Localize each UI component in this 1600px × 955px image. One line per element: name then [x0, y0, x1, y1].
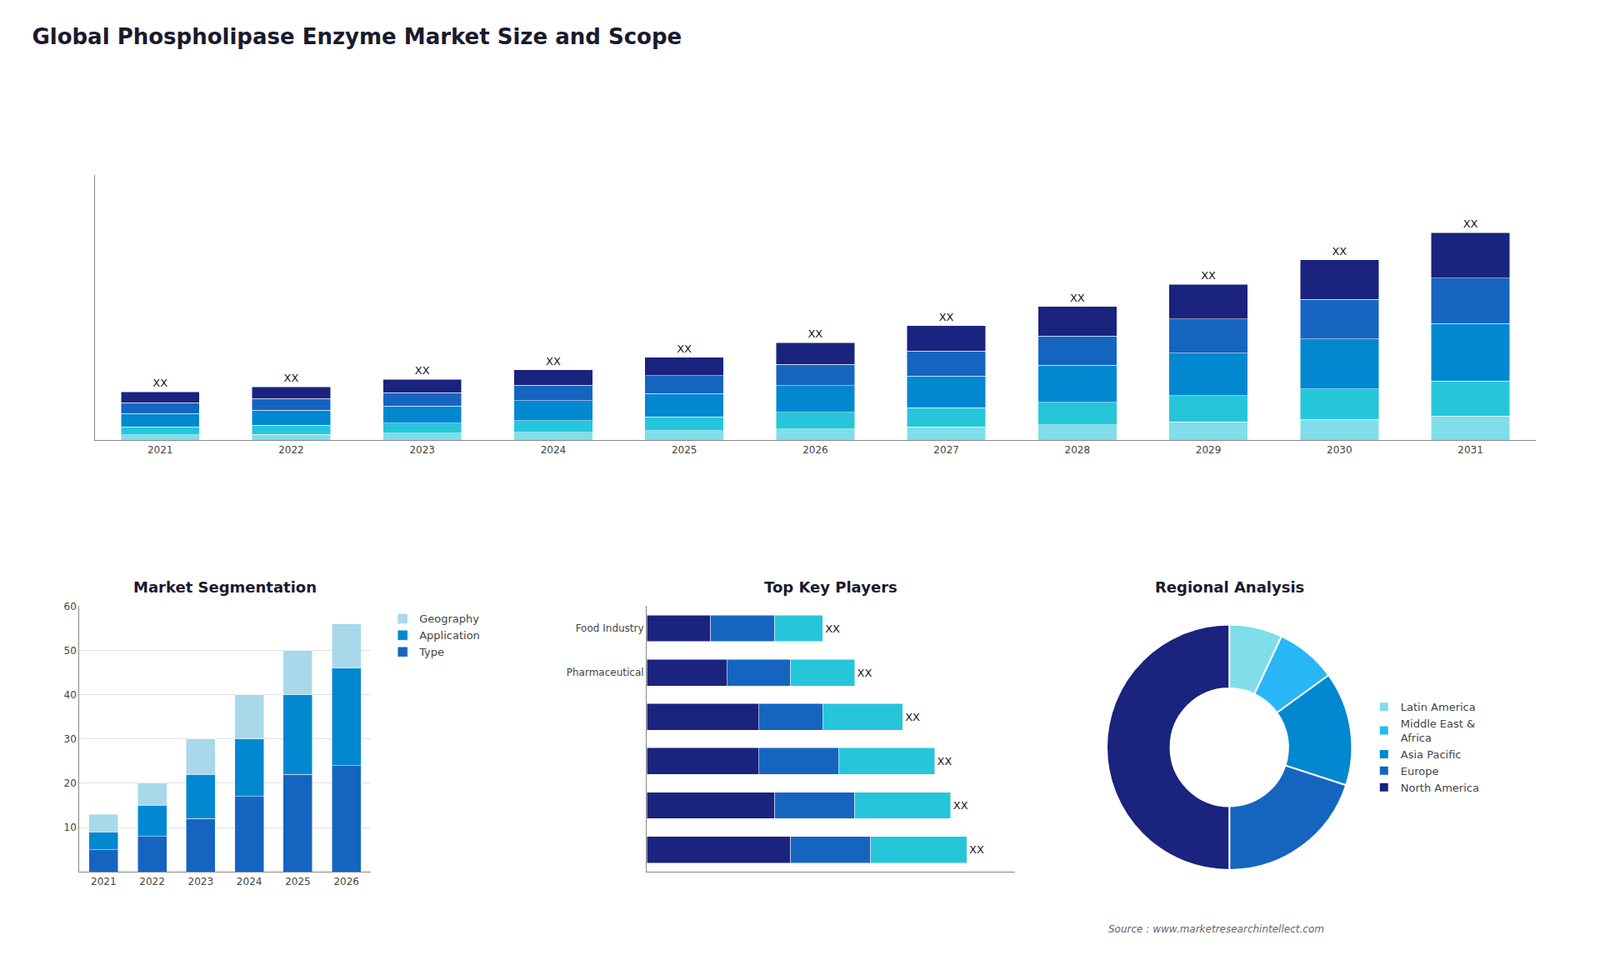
svg-text:Asia Pacific: Asia Pacific	[1400, 748, 1462, 761]
svg-text:2023: 2023	[188, 875, 215, 888]
svg-text:Europe: Europe	[1400, 765, 1440, 778]
svg-text:Top Key Players: Top Key Players	[764, 578, 898, 596]
svg-text:2026: 2026	[802, 444, 829, 456]
svg-text:XX: XX	[905, 710, 920, 724]
svg-text:Type: Type	[418, 645, 445, 659]
svg-text:Market Segmentation: Market Segmentation	[133, 578, 317, 596]
svg-text:XX: XX	[545, 355, 561, 368]
svg-text:2021: 2021	[147, 444, 174, 456]
svg-text:North America: North America	[1400, 781, 1480, 795]
svg-text:XX: XX	[1463, 217, 1479, 230]
svg-text:30: 30	[64, 733, 77, 745]
svg-text:2023: 2023	[409, 444, 435, 456]
svg-text:2029: 2029	[1195, 444, 1222, 456]
svg-text:XX: XX	[1331, 245, 1347, 258]
svg-text:Regional Analysis: Regional Analysis	[1155, 578, 1305, 596]
svg-text:XX: XX	[953, 799, 969, 812]
svg-text:40: 40	[64, 689, 77, 701]
svg-text:2027: 2027	[933, 444, 960, 456]
svg-text:XX: XX	[857, 666, 873, 680]
svg-text:XX: XX	[937, 755, 953, 768]
svg-text:2028: 2028	[1065, 444, 1091, 456]
svg-text:Pharmaceutical: Pharmaceutical	[566, 666, 645, 679]
svg-text:XX: XX	[676, 342, 692, 355]
svg-text:2024: 2024	[540, 444, 567, 456]
svg-text:XX: XX	[825, 622, 840, 635]
svg-text:Source : www.marketresearchint: Source : www.marketresearchintellect.com	[1108, 923, 1325, 935]
svg-text:XX: XX	[284, 371, 300, 385]
svg-text:XX: XX	[152, 376, 168, 390]
svg-text:2021: 2021	[90, 875, 117, 888]
svg-text:XX: XX	[415, 364, 430, 377]
svg-text:2022: 2022	[139, 875, 165, 888]
svg-text:XX: XX	[1200, 269, 1216, 282]
svg-text:XX: XX	[969, 843, 985, 856]
svg-text:Global Phospholipase Enzyme Ma: Global Phospholipase Enzyme Market Size …	[31, 24, 682, 50]
svg-text:2030: 2030	[1326, 444, 1353, 456]
svg-text:2026: 2026	[333, 875, 360, 888]
svg-text:20: 20	[64, 777, 77, 790]
svg-text:2025: 2025	[671, 444, 698, 456]
svg-text:2022: 2022	[278, 444, 305, 456]
svg-text:10: 10	[64, 821, 77, 834]
svg-text:2031: 2031	[1457, 444, 1484, 456]
svg-text:Middle East &Africa: Middle East &Africa	[1400, 717, 1475, 745]
svg-text:Application: Application	[419, 629, 480, 642]
svg-text:2025: 2025	[285, 875, 311, 888]
svg-text:2024: 2024	[236, 875, 263, 888]
svg-text:XX: XX	[939, 310, 955, 324]
svg-text:Food Industry: Food Industry	[575, 622, 645, 635]
svg-text:Geography: Geography	[419, 612, 480, 625]
svg-text:60: 60	[64, 600, 77, 613]
svg-text:XX: XX	[807, 327, 823, 340]
svg-text:Latin America: Latin America	[1400, 700, 1476, 714]
svg-text:XX: XX	[1070, 291, 1085, 305]
svg-text:50: 50	[64, 645, 77, 657]
